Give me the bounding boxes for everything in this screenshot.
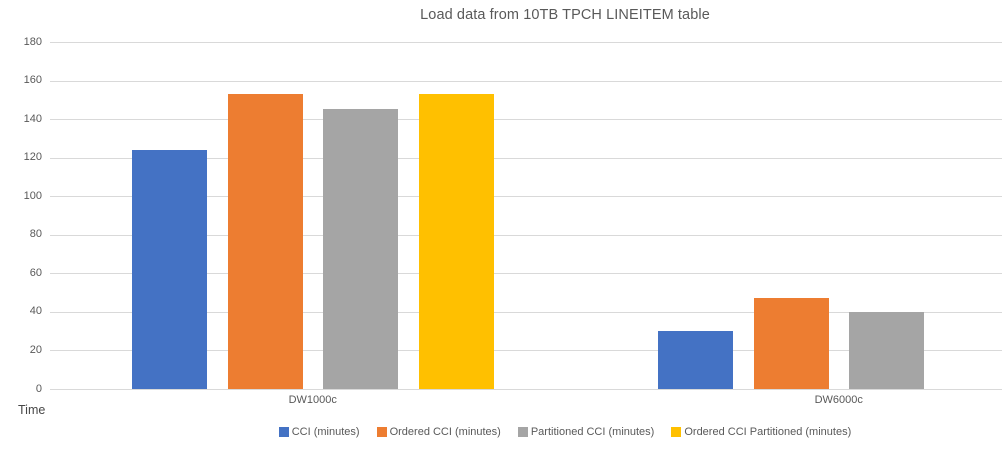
legend-item-label: Partitioned CCI (minutes) bbox=[530, 426, 655, 438]
y-axis-tick-label: 100 bbox=[23, 189, 42, 202]
legend-swatch-icon bbox=[376, 427, 387, 437]
gridline bbox=[50, 196, 1002, 198]
y-axis-tick-label: 0 bbox=[35, 382, 42, 395]
y-axis-tick-label: 160 bbox=[23, 74, 42, 87]
y-axis-tick-label: 80 bbox=[29, 228, 42, 241]
x-axis-category-label: DW6000c bbox=[814, 394, 863, 406]
bar-dw1000c-cci-minutes bbox=[132, 149, 207, 389]
bar-dw1000c-ordered-cci-partitioned-minutes bbox=[418, 94, 494, 389]
y-axis-tick-label: 20 bbox=[29, 343, 42, 356]
legend-item-ordered-cci-partitioned-minutes: Ordered CCI Partitioned (minutes) bbox=[671, 426, 851, 438]
gridline bbox=[50, 42, 1002, 43]
y-axis-tick-label: 140 bbox=[23, 112, 42, 125]
gridline bbox=[50, 273, 1002, 275]
gridline bbox=[50, 389, 1002, 390]
y-axis-tick-label: 40 bbox=[29, 305, 42, 318]
gridline bbox=[50, 234, 1002, 236]
gridline bbox=[50, 119, 1002, 121]
legend-item-label: CCI (minutes) bbox=[291, 426, 360, 438]
legend-item-cci-minutes: CCI (minutes) bbox=[278, 426, 360, 438]
bar-dw1000c-partitioned-cci-minutes bbox=[323, 109, 398, 389]
gridline bbox=[50, 157, 1002, 159]
legend-swatch-icon bbox=[278, 427, 289, 437]
gridline bbox=[50, 350, 1002, 352]
y-axis-tick-label: 180 bbox=[23, 35, 42, 48]
bar-dw6000c-ordered-cci-minutes bbox=[753, 298, 829, 389]
legend-item-label: Ordered CCI Partitioned (minutes) bbox=[684, 426, 852, 438]
axis-label-time: Time bbox=[18, 403, 46, 417]
bar-dw1000c-ordered-cci-minutes bbox=[227, 94, 303, 389]
legend: CCI (minutes) Ordered CCI (minutes) Partit… bbox=[126, 426, 1004, 438]
bar-dw6000c-cci-minutes bbox=[658, 331, 733, 389]
legend-swatch-icon bbox=[671, 427, 682, 437]
legend-item-label: Ordered CCI (minutes) bbox=[389, 426, 501, 438]
legend-item-partitioned-cci-minutes: Partitioned CCI (minutes) bbox=[517, 426, 655, 438]
bar-dw6000c-partitioned-cci-minutes bbox=[849, 311, 924, 389]
gridline bbox=[50, 80, 1002, 82]
x-axis-category-label: DW1000c bbox=[288, 394, 337, 406]
chart-title: Load data from 10TB TPCH LINEITEM table bbox=[420, 7, 710, 23]
legend-item-ordered-cci-minutes: Ordered CCI (minutes) bbox=[376, 426, 501, 438]
legend-swatch-icon bbox=[517, 427, 528, 437]
y-axis-tick-label: 60 bbox=[29, 266, 42, 279]
y-axis-tick-label: 120 bbox=[23, 151, 42, 164]
gridline bbox=[50, 311, 1002, 313]
